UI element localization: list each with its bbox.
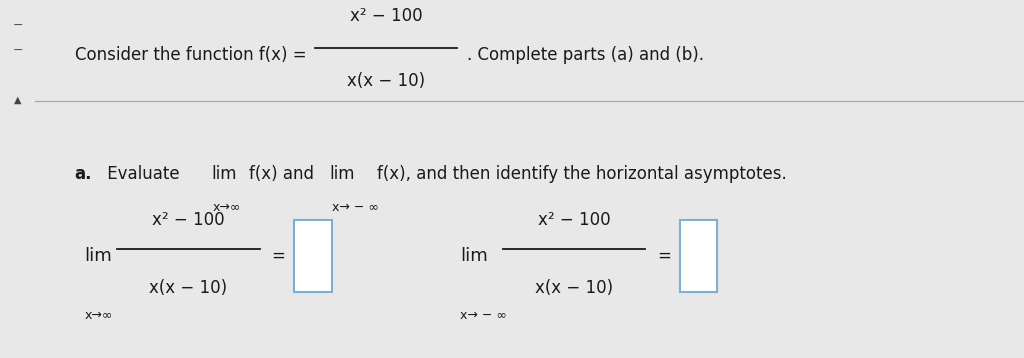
Text: lim: lim [211,165,237,183]
Text: a.: a. [75,165,92,183]
Text: =: = [271,247,286,265]
Text: lim: lim [84,247,113,265]
Bar [35,0,1024,93]
Text: Consider the function f(x) =: Consider the function f(x) = [75,47,311,64]
FancyBboxPatch shape [294,220,332,292]
Text: x² − 100: x² − 100 [152,211,224,229]
Text: x→ − ∞: x→ − ∞ [460,309,507,321]
Text: x→ − ∞: x→ − ∞ [332,201,379,214]
Text: lim: lim [330,165,355,183]
Text: Evaluate: Evaluate [102,165,180,183]
Text: lim: lim [460,247,488,265]
Text: x→∞: x→∞ [84,309,113,321]
Text: x→∞: x→∞ [213,201,242,214]
Text: x(x − 10): x(x − 10) [150,279,227,297]
FancyBboxPatch shape [680,220,718,292]
Text: x(x − 10): x(x − 10) [347,72,425,90]
Text: ▲: ▲ [13,95,22,105]
Text: x² − 100: x² − 100 [350,7,423,25]
Text: −: − [12,44,23,57]
Text: x² − 100: x² − 100 [538,211,610,229]
Text: . Complete parts (a) and (b).: . Complete parts (a) and (b). [467,47,705,64]
Text: f(x), and then identify the horizontal asymptotes.: f(x), and then identify the horizontal a… [377,165,786,183]
Text: =: = [657,247,671,265]
Text: −: − [12,19,23,32]
Text: x(x − 10): x(x − 10) [535,279,613,297]
Text: f(x) and: f(x) and [249,165,313,183]
